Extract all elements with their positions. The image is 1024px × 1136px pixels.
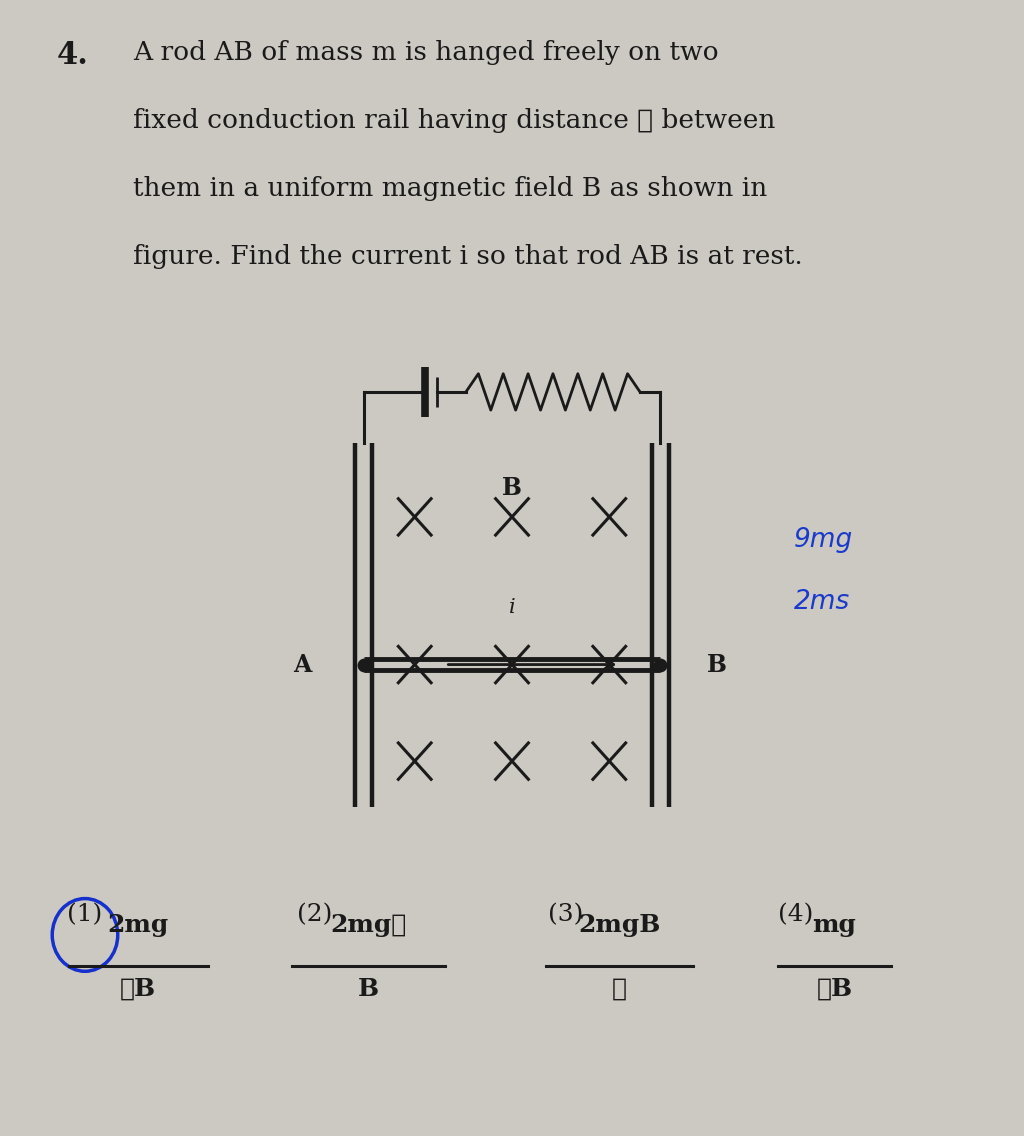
Text: 4.: 4.	[56, 40, 88, 70]
Text: fixed conduction rail having distance ℓ between: fixed conduction rail having distance ℓ …	[133, 108, 775, 133]
Text: B: B	[358, 977, 379, 1001]
Text: 2mg: 2mg	[108, 913, 169, 937]
Text: B: B	[707, 652, 727, 677]
Text: figure. Find the current i so that rod AB is at rest.: figure. Find the current i so that rod A…	[133, 244, 803, 269]
Text: i: i	[509, 599, 515, 617]
Text: B: B	[502, 476, 522, 501]
Text: mg: mg	[813, 913, 856, 937]
Text: 9mg: 9mg	[794, 527, 853, 552]
Text: ℓ: ℓ	[612, 977, 627, 1001]
Text: (1): (1)	[67, 903, 101, 926]
Text: ℓB: ℓB	[816, 977, 853, 1001]
Text: (4): (4)	[778, 903, 814, 926]
Text: (3): (3)	[548, 903, 584, 926]
Text: 2ms: 2ms	[794, 590, 850, 615]
Text: 2mgℓ: 2mgℓ	[331, 913, 407, 937]
Text: them in a uniform magnetic field B as shown in: them in a uniform magnetic field B as sh…	[133, 176, 767, 201]
Text: A rod AB of mass m is hanged freely on two: A rod AB of mass m is hanged freely on t…	[133, 40, 719, 65]
Text: A: A	[293, 652, 311, 677]
Text: (2): (2)	[297, 903, 333, 926]
Text: 2mgB: 2mgB	[579, 913, 660, 937]
Text: ℓB: ℓB	[120, 977, 157, 1001]
